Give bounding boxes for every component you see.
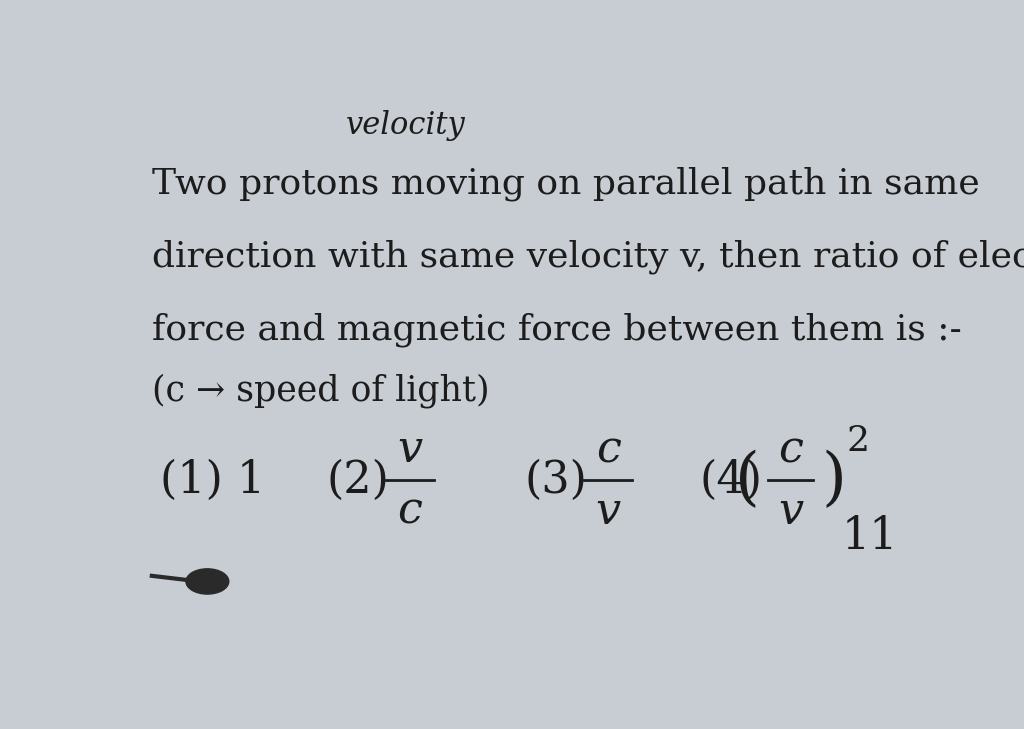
Text: velocity: velocity [346, 110, 466, 141]
Text: (: ( [734, 450, 760, 511]
Text: c: c [397, 490, 422, 533]
Text: v: v [596, 490, 621, 533]
Text: (c → speed of light): (c → speed of light) [152, 374, 489, 408]
Text: (2): (2) [327, 459, 389, 502]
Text: Two protons moving on parallel path in same: Two protons moving on parallel path in s… [152, 166, 980, 200]
Text: force and magnetic force between them is :-: force and magnetic force between them is… [152, 312, 962, 346]
Ellipse shape [186, 569, 228, 594]
Text: v: v [397, 428, 422, 471]
Text: 2: 2 [847, 424, 869, 458]
Text: 11: 11 [842, 515, 898, 558]
Text: c: c [596, 428, 621, 471]
Text: (1) 1: (1) 1 [160, 459, 265, 502]
Text: (4): (4) [699, 459, 763, 502]
Text: (3): (3) [524, 459, 588, 502]
Text: ): ) [822, 450, 847, 511]
Text: direction with same velocity v, then ratio of electric: direction with same velocity v, then rat… [152, 239, 1024, 273]
Text: c: c [778, 428, 803, 471]
Text: v: v [778, 490, 803, 533]
